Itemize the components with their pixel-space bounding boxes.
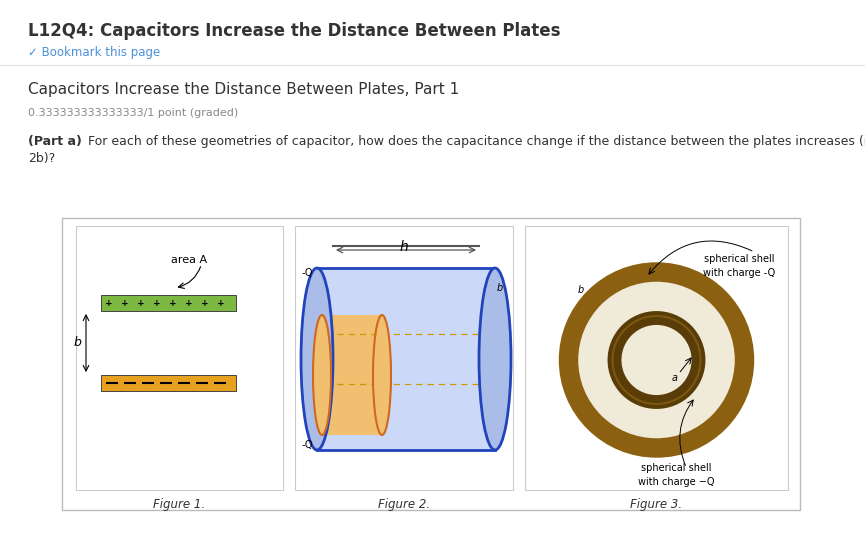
Bar (101, 375, 236, 391)
Text: Figure 2.: Figure 2. (378, 498, 430, 511)
Text: with charge −Q: with charge −Q (638, 477, 714, 487)
Text: spherical shell: spherical shell (641, 463, 712, 473)
Text: -Q: -Q (302, 440, 313, 450)
Text: (Part a): (Part a) (28, 135, 82, 148)
Text: +: + (217, 299, 225, 307)
Text: a: a (671, 373, 677, 383)
Text: Capacitors Increase the Distance Between Plates, Part 1: Capacitors Increase the Distance Between… (28, 82, 459, 97)
Text: Figure 1.: Figure 1. (153, 498, 206, 511)
Text: h: h (400, 240, 408, 254)
Text: b: b (497, 283, 503, 293)
Text: a: a (384, 360, 390, 370)
Bar (525, 226, 788, 490)
Text: +: + (202, 299, 208, 307)
Bar (295, 226, 513, 490)
Text: spherical shell: spherical shell (704, 254, 775, 264)
Bar (322, 315, 382, 435)
Text: L12Q4: Capacitors Increase the Distance Between Plates: L12Q4: Capacitors Increase the Distance … (28, 22, 561, 40)
Text: b: b (577, 285, 584, 295)
Bar (317, 268, 495, 450)
Ellipse shape (301, 268, 333, 450)
Bar (76, 226, 283, 490)
Text: For each of these geometries of capacitor, how does the capacitance change if th: For each of these geometries of capacito… (88, 135, 865, 148)
Text: with charge -Q: with charge -Q (703, 268, 776, 278)
Text: 0.333333333333333/1 point (graded): 0.333333333333333/1 point (graded) (28, 108, 238, 118)
Text: -Q: -Q (302, 268, 313, 278)
Ellipse shape (573, 277, 740, 443)
Bar (62, 218, 800, 510)
Text: +: + (185, 299, 193, 307)
Ellipse shape (313, 315, 331, 435)
Text: area A: area A (171, 255, 208, 265)
Text: ✓ Bookmark this page: ✓ Bookmark this page (28, 46, 160, 59)
Ellipse shape (373, 315, 391, 435)
Ellipse shape (570, 273, 743, 446)
Bar (101, 295, 236, 311)
Text: Figure 3.: Figure 3. (631, 498, 682, 511)
Text: +: + (153, 299, 161, 307)
Text: +: + (138, 299, 144, 307)
Ellipse shape (479, 268, 511, 450)
Text: +: + (106, 299, 112, 307)
Text: +: + (170, 299, 176, 307)
Text: 2b)?: 2b)? (28, 152, 55, 165)
Text: +: + (121, 299, 129, 307)
Text: b: b (74, 337, 81, 350)
